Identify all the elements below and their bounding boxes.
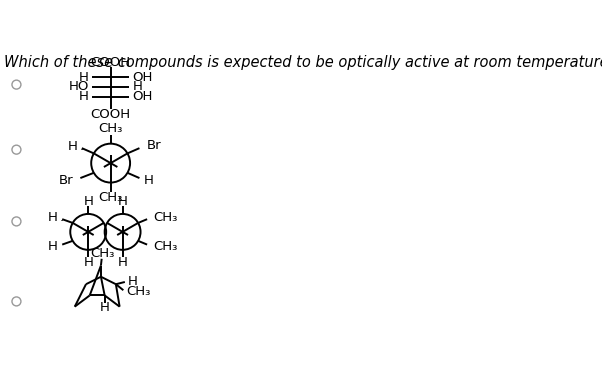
Text: Br: Br (147, 140, 161, 152)
Text: H: H (48, 211, 58, 224)
Text: .: . (79, 140, 84, 153)
Text: CH₃: CH₃ (126, 285, 150, 298)
Text: CH₃: CH₃ (153, 240, 178, 253)
Text: CH₃: CH₃ (99, 191, 123, 204)
Text: H: H (79, 90, 89, 103)
Text: H: H (128, 275, 138, 288)
Text: H: H (83, 195, 93, 208)
Text: Br: Br (58, 174, 73, 187)
Text: CH₃: CH₃ (99, 122, 123, 135)
Text: COOH: COOH (90, 56, 131, 69)
Text: H: H (79, 71, 89, 83)
Text: OH: OH (132, 90, 153, 103)
Text: .: . (60, 211, 64, 224)
Text: Which of these compounds is expected to be optically active at room temperature?: Which of these compounds is expected to … (4, 55, 602, 70)
Text: H: H (48, 240, 58, 253)
Text: H: H (67, 140, 78, 153)
Text: COOH: COOH (90, 108, 131, 121)
Text: H: H (83, 256, 93, 269)
Text: H: H (100, 301, 110, 314)
Text: H: H (117, 195, 128, 208)
Text: OH: OH (132, 71, 153, 83)
Text: H: H (117, 256, 128, 269)
Text: CH₃: CH₃ (90, 247, 114, 260)
Text: H: H (132, 80, 142, 93)
Text: HO: HO (69, 80, 89, 93)
Text: CH₃: CH₃ (153, 211, 178, 224)
Text: H: H (144, 174, 154, 187)
